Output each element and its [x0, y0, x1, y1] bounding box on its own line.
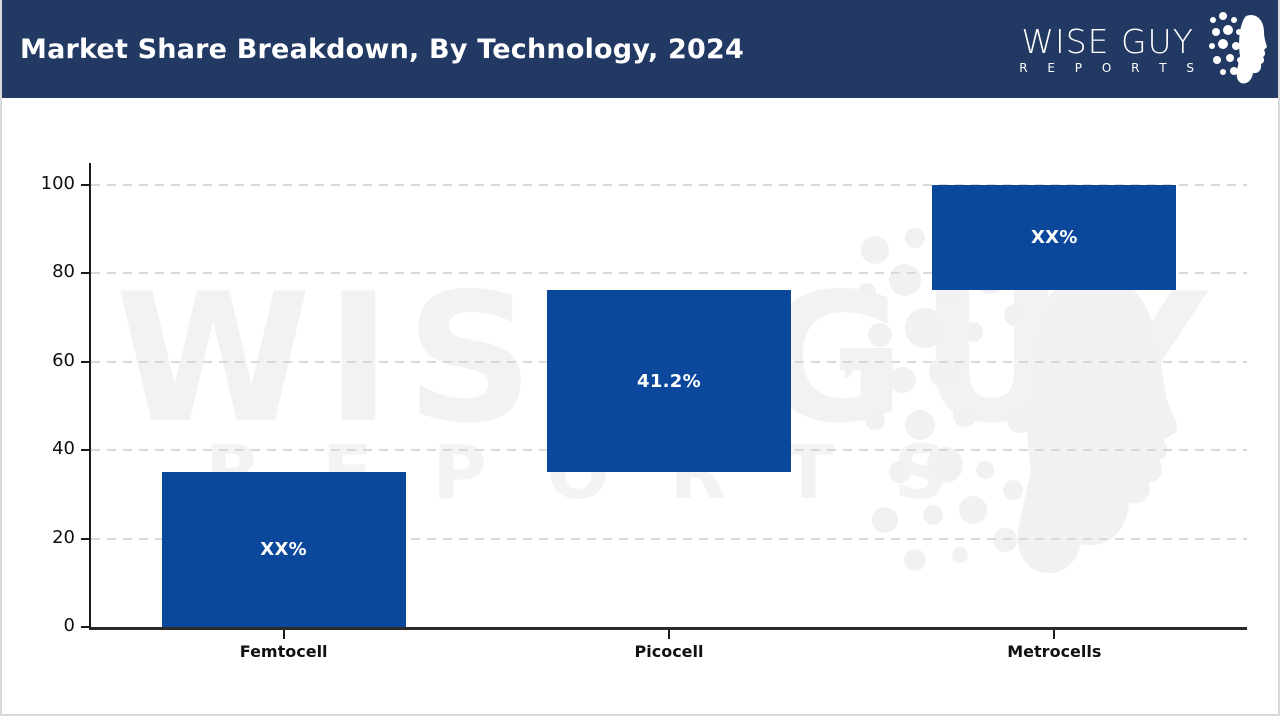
x-axis-label-picocell: Picocell	[634, 642, 704, 661]
logo-head-icon	[1209, 12, 1267, 84]
y-tick-label-20: 20	[52, 526, 75, 548]
y-gridline-80	[91, 272, 1247, 275]
x-axis-label-femtocell: Femtocell	[239, 642, 328, 661]
wise-guy-reports-logo: WISE GUY R E P O R T S	[1013, 8, 1280, 90]
x-tick-mark-femtocell	[282, 630, 285, 639]
y-tick-label-100: 100	[40, 173, 75, 195]
x-tick-mark-metrocells	[1053, 630, 1056, 639]
logo-wordmark: WISE GUY	[1021, 21, 1194, 61]
y-tick-mark-100	[81, 184, 89, 187]
logo-text: WISE GUY R E P O R T S	[1013, 25, 1202, 74]
page-title: Market Share Breakdown, By Technology, 2…	[20, 33, 745, 65]
bar-picocell: 41.2%	[547, 290, 791, 473]
y-gridline-20	[91, 537, 1247, 540]
waterfall-chart-plot-area: 0 20 40 60 80 100 XX% Femtocell 41.2% Picocell XX%…	[41, 163, 1247, 661]
y-tick-mark-40	[81, 449, 89, 452]
bar-metrocells: XX%	[932, 185, 1177, 291]
y-tick-label-80: 80	[52, 261, 75, 283]
x-axis-label-metrocells: Metrocells	[1007, 642, 1102, 661]
bar-value-label-picocell: 41.2%	[637, 370, 701, 392]
logo-reports-text: R E P O R T S	[1019, 60, 1202, 75]
x-tick-mark-picocell	[668, 630, 670, 639]
y-tick-mark-20	[81, 537, 89, 540]
y-tick-mark-60	[81, 360, 89, 363]
bar-value-label-femtocell: XX%	[260, 539, 307, 561]
y-tick-mark-0	[81, 626, 89, 628]
bar-value-label-metrocells: XX%	[1030, 227, 1078, 249]
y-gridline-100	[91, 184, 1247, 187]
y-tick-mark-80	[81, 272, 89, 275]
header-bar: Market Share Breakdown, By Technology, 2…	[0, 0, 1280, 98]
y-tick-label-40: 40	[52, 438, 75, 460]
y-tick-label-60: 60	[52, 349, 75, 371]
y-tick-label-0: 0	[63, 615, 75, 636]
bar-femtocell: XX%	[161, 472, 406, 627]
